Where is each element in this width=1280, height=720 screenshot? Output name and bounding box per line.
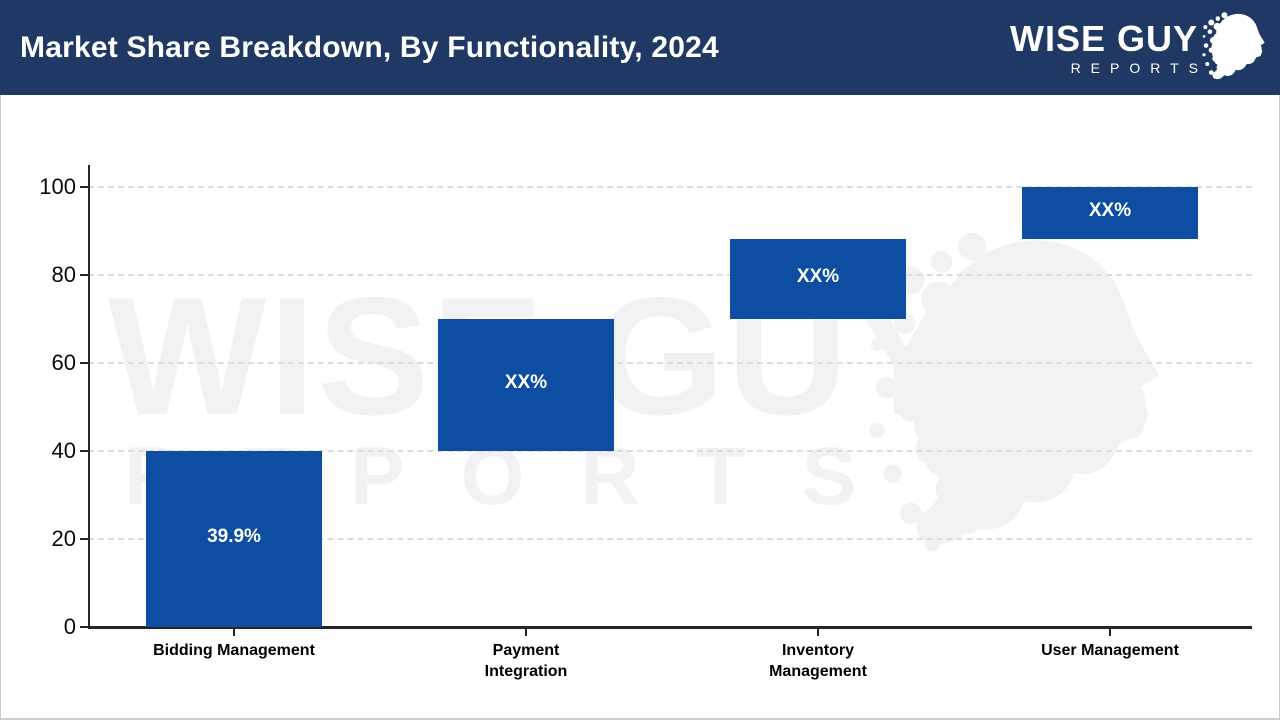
bar-value-label: XX% xyxy=(796,266,840,288)
y-axis-tick-label: 60 xyxy=(51,350,76,375)
bar-segment: XX% xyxy=(438,319,614,452)
bar-value-label: 39.9% xyxy=(207,526,261,548)
x-axis-tick-mark xyxy=(817,628,819,636)
y-axis-tick-label: 20 xyxy=(51,526,76,551)
y-axis-tick-label: 80 xyxy=(51,262,76,287)
frame-border-left xyxy=(0,0,1,720)
frame-border-bottom xyxy=(0,718,1280,720)
bar-segment: 39.9% xyxy=(146,451,322,627)
y-gridline xyxy=(88,450,1252,452)
y-axis-tick-mark xyxy=(80,538,88,540)
x-axis-tick-mark xyxy=(233,628,235,636)
y-gridline xyxy=(88,186,1252,188)
x-axis-category-label: User Management xyxy=(1041,642,1179,659)
y-axis-tick-label: 40 xyxy=(51,438,76,463)
x-axis-spine xyxy=(88,626,1252,629)
y-axis-tick-mark xyxy=(80,450,88,452)
y-gridline xyxy=(88,538,1252,540)
logo-reports-text: REPORTS xyxy=(1070,60,1208,76)
x-axis-tick-mark xyxy=(1109,628,1111,636)
x-axis-category-label: Inventory Management xyxy=(769,642,867,680)
page-title: Market Share Breakdown, By Functionality… xyxy=(20,30,719,64)
header-bar: Market Share Breakdown, By Functionality… xyxy=(0,0,1280,95)
y-axis-spine xyxy=(88,165,90,627)
logo-wordmark: WISE GUY xyxy=(1009,18,1198,59)
y-axis-tick-label: 100 xyxy=(39,174,76,199)
x-axis-category-label: Payment Integration xyxy=(484,642,568,680)
logo-face-icon xyxy=(1202,12,1265,80)
y-axis-tick-mark xyxy=(80,186,88,188)
y-axis-tick-mark xyxy=(80,362,88,364)
y-gridline xyxy=(88,274,1252,276)
bar-value-label: XX% xyxy=(504,372,548,394)
y-axis-tick-mark xyxy=(80,626,88,628)
bar-value-label: XX% xyxy=(1088,200,1132,222)
y-gridline xyxy=(88,362,1252,364)
y-axis-tick-mark xyxy=(80,274,88,276)
wise-guy-reports-logo: WISE GUY REPORTS xyxy=(1010,6,1268,90)
x-axis-tick-mark xyxy=(525,628,527,636)
x-axis-category-label: Bidding Management xyxy=(153,642,315,659)
bar-segment: XX% xyxy=(1022,187,1198,240)
bar-segment: XX% xyxy=(730,239,906,320)
y-axis-tick-label: 0 xyxy=(63,614,76,639)
